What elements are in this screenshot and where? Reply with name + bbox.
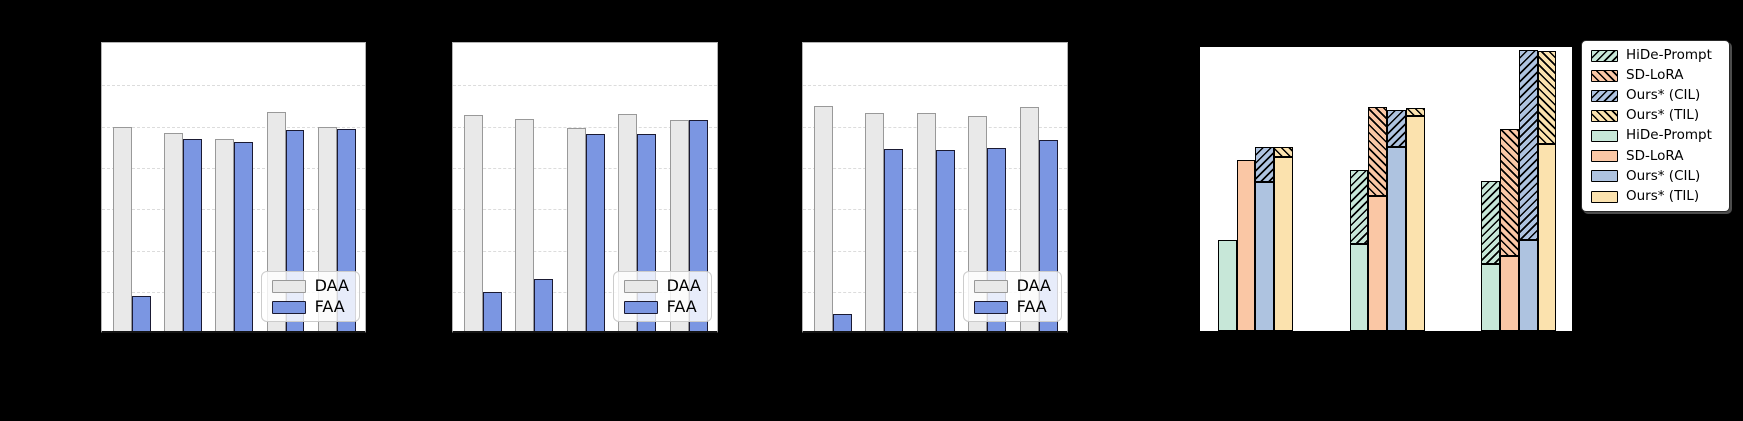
legend-entry-label: Ours* (TIL)	[1626, 187, 1700, 204]
daa-bar	[164, 133, 183, 331]
faa-bar	[585, 133, 605, 331]
faa-swatch-icon	[623, 300, 658, 314]
daa-bar	[463, 114, 483, 331]
stacked-bar-hatch	[1500, 129, 1519, 256]
daa-swatch-icon	[973, 279, 1008, 293]
gridline	[803, 85, 1067, 87]
stacked-bar-hatch	[1481, 180, 1500, 264]
daa-bar	[515, 118, 535, 331]
legend-entry: SD-LoRA	[1591, 68, 1720, 84]
faa-bar	[482, 292, 502, 331]
gridline	[102, 126, 365, 128]
legend-entry: Ours* (CIL)	[1591, 167, 1720, 185]
faa-bar	[832, 314, 852, 331]
daa-swatch-icon	[271, 279, 306, 293]
stacked-bar-hatch	[1387, 110, 1406, 148]
subplot-4	[1198, 45, 1574, 333]
stacked-bar-solid	[1274, 157, 1293, 331]
subplot-2: DAA FAA	[452, 42, 718, 333]
daa-bar	[566, 127, 586, 331]
legend-entry-label: HiDe-Prompt	[1626, 127, 1712, 144]
legend-swatch-icon	[1591, 110, 1618, 123]
stacked-bar-solid	[1537, 143, 1557, 331]
legend-entry: HiDe-Prompt	[1591, 47, 1720, 64]
legend-swatch-icon	[1591, 89, 1618, 102]
subplot-1: DAA FAA	[101, 42, 366, 333]
legend-entry: Ours* (CIL)	[1591, 88, 1720, 104]
stacked-bar-hatch	[1349, 170, 1369, 244]
legend-entry: Ours* (TIL)	[1591, 108, 1720, 124]
stacked-bar-solid	[1217, 240, 1237, 331]
gridline	[453, 126, 717, 128]
panel-legend: DAA FAA	[962, 271, 1062, 322]
faa-swatch-icon	[271, 300, 306, 314]
stacked-bar-solid	[1236, 159, 1256, 331]
subplot-3: DAA FAA	[802, 42, 1068, 333]
legend-entry-label: SD-LoRA	[1626, 147, 1684, 164]
daa-swatch-icon	[623, 279, 658, 293]
daa-bar	[813, 106, 833, 331]
legend-swatch-icon	[1591, 190, 1618, 203]
legend-entry: Ours* (TIL)	[1591, 187, 1720, 205]
stacked-bar-hatch	[1274, 146, 1293, 158]
faa-swatch-icon	[973, 300, 1008, 314]
faa-bar	[935, 149, 955, 331]
legend-swatch-icon	[1591, 49, 1618, 62]
daa-bar	[865, 113, 885, 331]
stacked-bar-solid	[1349, 243, 1369, 331]
stacked-bar-hatch	[1537, 51, 1557, 144]
legend-swatch-icon	[1591, 69, 1618, 82]
stacked-bar-hatch	[1368, 107, 1388, 196]
daa-bar	[215, 139, 235, 331]
panel-legend: DAA FAA	[260, 271, 360, 322]
stacked-bar-solid	[1368, 195, 1388, 331]
legend-swatch-icon	[1591, 170, 1618, 183]
legend-entry: SD-LoRA	[1591, 147, 1720, 165]
legend-entry-label: HiDe-Prompt	[1626, 47, 1712, 63]
panel-legend-label: DAA	[1016, 276, 1051, 295]
stacked-bar-hatch	[1518, 50, 1538, 241]
panel-legend-entry: FAA	[271, 297, 349, 316]
faa-bar	[131, 296, 151, 331]
stacked-bar-solid	[1255, 181, 1275, 331]
stacked-bar-solid	[1405, 116, 1425, 331]
stacked-bar-hatch	[1405, 107, 1425, 117]
gridline	[102, 85, 365, 87]
panel-legend-label: FAA	[666, 297, 697, 316]
panel-legend-label: FAA	[1016, 297, 1047, 316]
faa-bar	[884, 148, 904, 331]
stacked-bar-hatch	[1255, 146, 1275, 182]
panel-legend-entry: DAA	[973, 276, 1051, 295]
panel-legend-entry: FAA	[623, 297, 701, 316]
legend-entry-label: SD-LoRA	[1626, 67, 1684, 84]
panel-legend-entry: DAA	[623, 276, 701, 295]
gridline	[453, 85, 717, 87]
legend-entry-label: Ours* (TIL)	[1626, 107, 1700, 124]
daa-bar	[112, 127, 132, 331]
faa-bar	[234, 142, 254, 331]
panel-legend-label: DAA	[314, 276, 349, 295]
faa-bar	[534, 278, 554, 331]
legend-entry-label: Ours* (CIL)	[1626, 167, 1701, 184]
panel-legend: DAA FAA	[612, 271, 712, 322]
main-legend: HiDe-Prompt SD-LoRA Ours* (CIL) Ours* (TIL)…	[1581, 40, 1730, 213]
panel-legend-entry: DAA	[271, 276, 349, 295]
stacked-bar-solid	[1518, 240, 1538, 331]
legend-swatch-icon	[1591, 150, 1618, 163]
legend-entry-label: Ours* (CIL)	[1626, 87, 1701, 104]
legend-entry: HiDe-Prompt	[1591, 128, 1720, 144]
stacked-bar-solid	[1387, 147, 1406, 331]
panel-legend-entry: FAA	[973, 297, 1051, 316]
panel-legend-label: DAA	[666, 276, 701, 295]
stacked-bar-solid	[1481, 263, 1500, 331]
stacked-bar-solid	[1500, 255, 1519, 331]
daa-bar	[916, 112, 936, 331]
faa-bar	[183, 138, 202, 331]
panel-legend-label: FAA	[314, 297, 345, 316]
legend-swatch-icon	[1591, 130, 1618, 143]
